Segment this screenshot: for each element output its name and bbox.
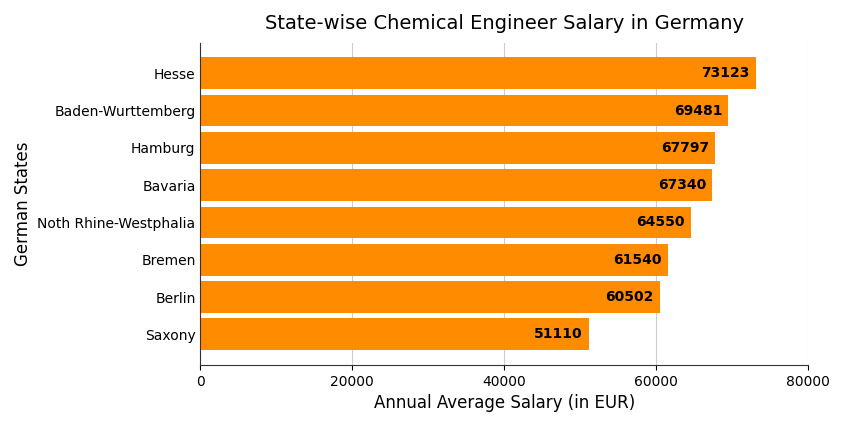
Y-axis label: German States: German States [14, 141, 32, 266]
Text: 67797: 67797 [661, 141, 710, 155]
Bar [200, 319, 589, 350]
Bar [200, 132, 716, 164]
Bar [200, 244, 668, 276]
Bar [200, 281, 660, 313]
Bar [200, 58, 756, 89]
Title: State-wise Chemical Engineer Salary in Germany: State-wise Chemical Engineer Salary in G… [265, 14, 744, 33]
Bar [200, 95, 728, 127]
Text: 73123: 73123 [701, 66, 749, 80]
Text: 64550: 64550 [636, 216, 684, 230]
Text: 61540: 61540 [614, 253, 662, 267]
Bar [200, 169, 712, 201]
Text: 69481: 69481 [674, 104, 722, 118]
X-axis label: Annual Average Salary (in EUR): Annual Average Salary (in EUR) [374, 394, 635, 412]
Text: 60502: 60502 [606, 290, 654, 304]
Text: 67340: 67340 [657, 178, 706, 192]
Text: 51110: 51110 [534, 327, 582, 341]
Bar [200, 207, 690, 238]
